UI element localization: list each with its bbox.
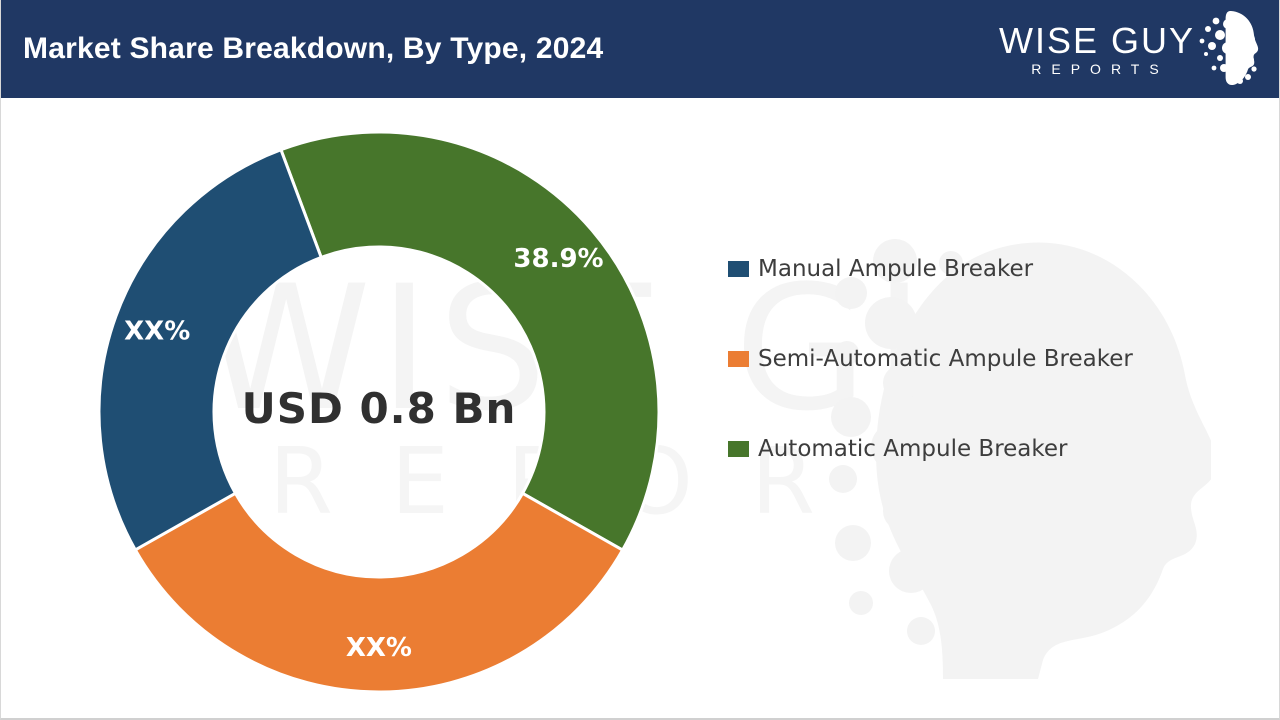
- donut-segment-manual-ampule-breaker: [97, 147, 324, 552]
- legend-label-manual-ampule-breaker: Manual Ampule Breaker: [758, 256, 1034, 282]
- page-title: Market Share Breakdown, By Type, 2024: [23, 32, 604, 65]
- donut-chart: 38.9% XX% XX%: [97, 130, 661, 694]
- donut-center-value: USD 0.8 Bn: [241, 384, 517, 433]
- chart-area: WISE GUY REPORTS 38.9% XX% XX% USD 0.8 Bn …: [1, 98, 1279, 718]
- legend-swatch-manual-ampule-breaker: [728, 261, 749, 277]
- legend-label-automatic-ampule-breaker: Automatic Ampule Breaker: [758, 436, 1068, 462]
- wise-guy-face-icon: [1199, 10, 1259, 86]
- donut-segment-automatic-ampule-breaker: [279, 130, 661, 553]
- legend-swatch-automatic-ampule-breaker: [728, 441, 749, 457]
- legend-label-semi-automatic-ampule-breaker: Semi-Automatic Ampule Breaker: [758, 346, 1133, 372]
- wise-guy-logo: WISE GUY REPORTS: [999, 6, 1261, 92]
- legend-item-semi-automatic-ampule-breaker: Semi-Automatic Ampule Breaker: [728, 344, 1133, 374]
- logo-line2: REPORTS: [1031, 60, 1169, 77]
- donut-segment-semi-automatic-ampule-breaker: [133, 491, 625, 694]
- slice-label-automatic-ampule-breaker: 38.9%: [513, 244, 603, 274]
- logo-line1: WISE GUY: [998, 19, 1195, 61]
- legend-item-manual-ampule-breaker: Manual Ampule Breaker: [728, 254, 1133, 284]
- logo-wordmark: WISE GUY REPORTS: [998, 19, 1195, 77]
- header: Market Share Breakdown, By Type, 2024 WI…: [1, 0, 1279, 98]
- slice-label-manual-ampule-breaker: XX%: [124, 316, 190, 346]
- legend: Manual Ampule Breaker Semi-Automatic Ampu…: [728, 254, 1133, 524]
- slice-label-semi-automatic-ampule-breaker: XX%: [346, 633, 412, 663]
- legend-item-automatic-ampule-breaker: Automatic Ampule Breaker: [728, 434, 1133, 464]
- legend-swatch-semi-automatic-ampule-breaker: [728, 351, 749, 367]
- watermark-face-icon: [829, 239, 1211, 679]
